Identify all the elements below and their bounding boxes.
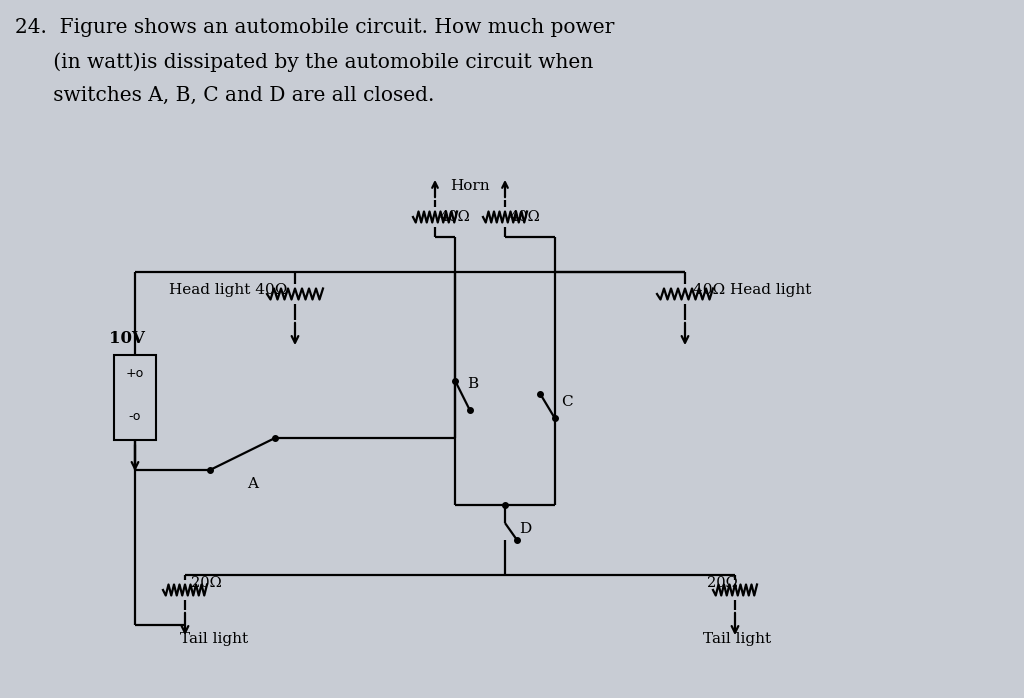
Text: +o: +o xyxy=(126,367,144,380)
Text: 40Ω: 40Ω xyxy=(440,210,471,224)
Text: Head light 40Ω: Head light 40Ω xyxy=(169,283,287,297)
Text: D: D xyxy=(519,522,531,536)
Text: Tail light: Tail light xyxy=(703,632,771,646)
Text: Horn: Horn xyxy=(451,179,489,193)
Text: C: C xyxy=(561,396,572,410)
Text: Tail light: Tail light xyxy=(180,632,248,646)
Text: 40Ω: 40Ω xyxy=(510,210,541,224)
Text: 10V: 10V xyxy=(109,330,144,347)
Text: A: A xyxy=(248,477,258,491)
Text: B: B xyxy=(467,378,478,392)
Bar xyxy=(114,355,156,440)
Text: switches A, B, C and D are all closed.: switches A, B, C and D are all closed. xyxy=(15,86,434,105)
Text: -o: -o xyxy=(129,410,141,423)
Text: (in watt)is dissipated by the automobile circuit when: (in watt)is dissipated by the automobile… xyxy=(15,52,593,72)
Text: 24.  Figure shows an automobile circuit. How much power: 24. Figure shows an automobile circuit. … xyxy=(15,18,614,37)
Text: 20Ω: 20Ω xyxy=(707,576,737,590)
Text: 40Ω Head light: 40Ω Head light xyxy=(693,283,811,297)
Text: 20Ω: 20Ω xyxy=(191,576,222,590)
